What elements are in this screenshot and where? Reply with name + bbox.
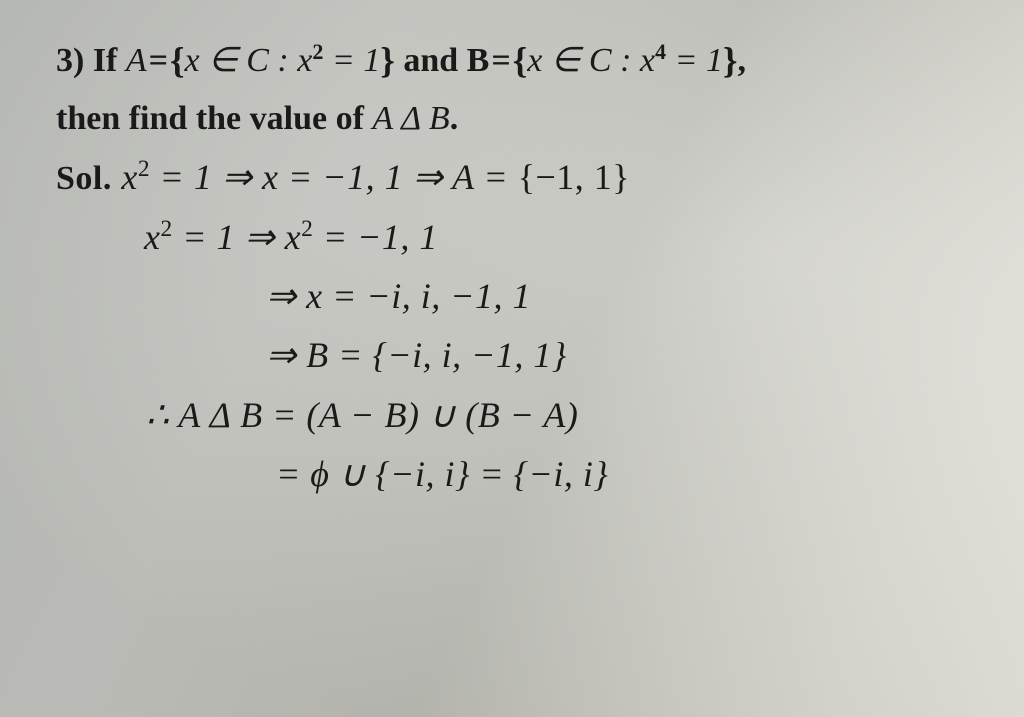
- setA-body: x ∈ C : x: [185, 42, 313, 79]
- l1-set: {−1, 1}: [518, 157, 630, 197]
- setB-open: {: [513, 40, 527, 81]
- l2-mid: = 1 ⇒ x: [173, 217, 301, 257]
- A-delta-B: A Δ B: [372, 100, 449, 137]
- solution-line-3: ⇒ x = −i, i, −1, 1: [56, 267, 984, 326]
- and-text: and: [395, 42, 467, 79]
- problem-line-1: 3) If A={x ∈ C : x2 = 1} and B={x ∈ C : …: [56, 28, 984, 90]
- l2-exp1: 2: [160, 216, 172, 242]
- solution-line-2: x2 = 1 ⇒ x2 = −1, 1: [56, 208, 984, 267]
- l2-x: x: [144, 217, 160, 257]
- eq1: =: [147, 42, 170, 79]
- solution-line-4: ⇒ B = {−i, i, −1, 1}: [56, 326, 984, 385]
- l1-x: x: [121, 157, 137, 197]
- solution-line-1: Sol. x2 = 1 ⇒ x = −1, 1 ⇒ A = {−1, 1}: [56, 148, 984, 207]
- setA-tail: = 1: [323, 42, 380, 79]
- if-text: If: [93, 42, 126, 79]
- B-var: B: [467, 42, 490, 79]
- problem-number: 3): [56, 42, 84, 79]
- A-var: A: [126, 42, 147, 79]
- l1-rest: = 1 ⇒ x = −1, 1 ⇒ A =: [150, 157, 518, 197]
- l2-tail: = −1, 1: [313, 217, 438, 257]
- solution-line-6: = ϕ ∪ {−i, i} = {−i, i}: [56, 445, 984, 504]
- comma: ,: [738, 42, 747, 79]
- setA-open: {: [170, 40, 184, 81]
- page-container: 3) If A={x ∈ C : x2 = 1} and B={x ∈ C : …: [0, 0, 1024, 505]
- problem-line-2: then find the value of A Δ B.: [56, 90, 984, 148]
- l2-exp2: 2: [301, 216, 313, 242]
- setA-close: }: [380, 40, 394, 81]
- solution-line-5: ∴ A Δ B = (A − B) ∪ (B − A): [56, 386, 984, 445]
- eq2: =: [489, 42, 512, 79]
- period: .: [450, 100, 459, 137]
- setB-tail: = 1: [666, 42, 723, 79]
- setB-body: x ∈ C : x: [527, 42, 655, 79]
- setB-close: }: [723, 40, 737, 81]
- l1-exp: 2: [138, 156, 150, 182]
- setB-exp: 4: [655, 39, 666, 64]
- sol-label: Sol.: [56, 160, 112, 197]
- then-find: then find the value of: [56, 100, 372, 137]
- setA-exp: 2: [312, 39, 323, 64]
